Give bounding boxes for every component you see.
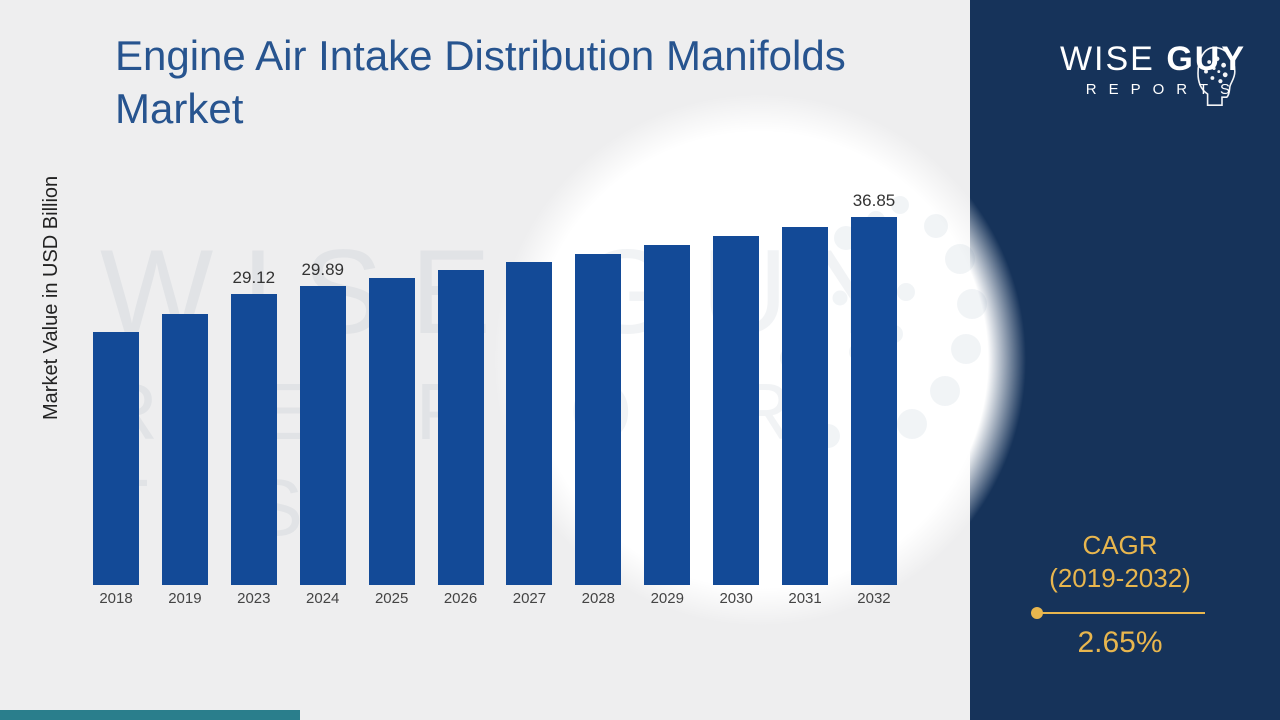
- chart-title: Engine Air Intake Distribution Manifolds…: [115, 30, 875, 135]
- bar-wrap: [159, 314, 211, 585]
- x-tick: 2029: [641, 590, 693, 614]
- bar-wrap: [435, 270, 487, 585]
- x-tick: 2028: [572, 590, 624, 614]
- bar: [93, 332, 139, 585]
- bar: [782, 227, 828, 586]
- x-tick: 2026: [435, 590, 487, 614]
- cagr-block: CAGR (2019-2032) 2.65%: [1020, 529, 1220, 660]
- x-tick: 2018: [90, 590, 142, 614]
- plot-area: 29.1229.8936.85: [90, 185, 900, 585]
- x-tick: 2032: [848, 590, 900, 614]
- cagr-value: 2.65%: [1020, 626, 1220, 660]
- chart-canvas: WISE GUY R E P O R T S Engine Air Intake…: [0, 0, 1280, 720]
- bar-value-label: 29.89: [283, 260, 363, 280]
- logo-head-icon: [1188, 46, 1240, 110]
- brand-logo: WISE GUY REPORTS: [1060, 40, 1246, 98]
- bar-wrap: 29.89: [297, 286, 349, 585]
- bar-wrap: [366, 278, 418, 585]
- bar-wrap: [503, 262, 555, 585]
- bar: [231, 294, 277, 585]
- bar-wrap: [710, 236, 762, 585]
- bar: [506, 262, 552, 585]
- logo-word-wise: WISE: [1060, 40, 1155, 78]
- bar-wrap: 29.12: [228, 294, 280, 585]
- bar-wrap: 36.85: [848, 217, 900, 586]
- x-tick: 2023: [228, 590, 280, 614]
- bar: [300, 286, 346, 585]
- x-tick: 2019: [159, 590, 211, 614]
- bar: [438, 270, 484, 585]
- cagr-label-line1: CAGR: [1020, 529, 1220, 562]
- bar: [644, 245, 690, 585]
- x-tick: 2027: [503, 590, 555, 614]
- bar-wrap: [779, 227, 831, 586]
- bar: [851, 217, 897, 586]
- bar-wrap: [572, 254, 624, 586]
- bar: [162, 314, 208, 585]
- bar: [575, 254, 621, 586]
- cagr-label-line2: (2019-2032): [1020, 562, 1220, 595]
- x-tick: 2024: [297, 590, 349, 614]
- bar-wrap: [90, 332, 142, 585]
- bar: [369, 278, 415, 585]
- x-tick: 2031: [779, 590, 831, 614]
- bar-value-label: 36.85: [834, 191, 914, 211]
- bar: [713, 236, 759, 585]
- bar-wrap: [641, 245, 693, 585]
- x-tick: 2025: [366, 590, 418, 614]
- x-axis: 2018 2019 2023 2024 2025 2026 2027 2028 2029 2030…: [90, 590, 900, 614]
- bars-container: 29.1229.8936.85: [90, 185, 900, 585]
- cagr-divider: [1035, 612, 1205, 614]
- bottom-accent-strip: [0, 710, 300, 720]
- y-axis-label: Market Value in USD Billion: [40, 176, 63, 420]
- x-tick: 2030: [710, 590, 762, 614]
